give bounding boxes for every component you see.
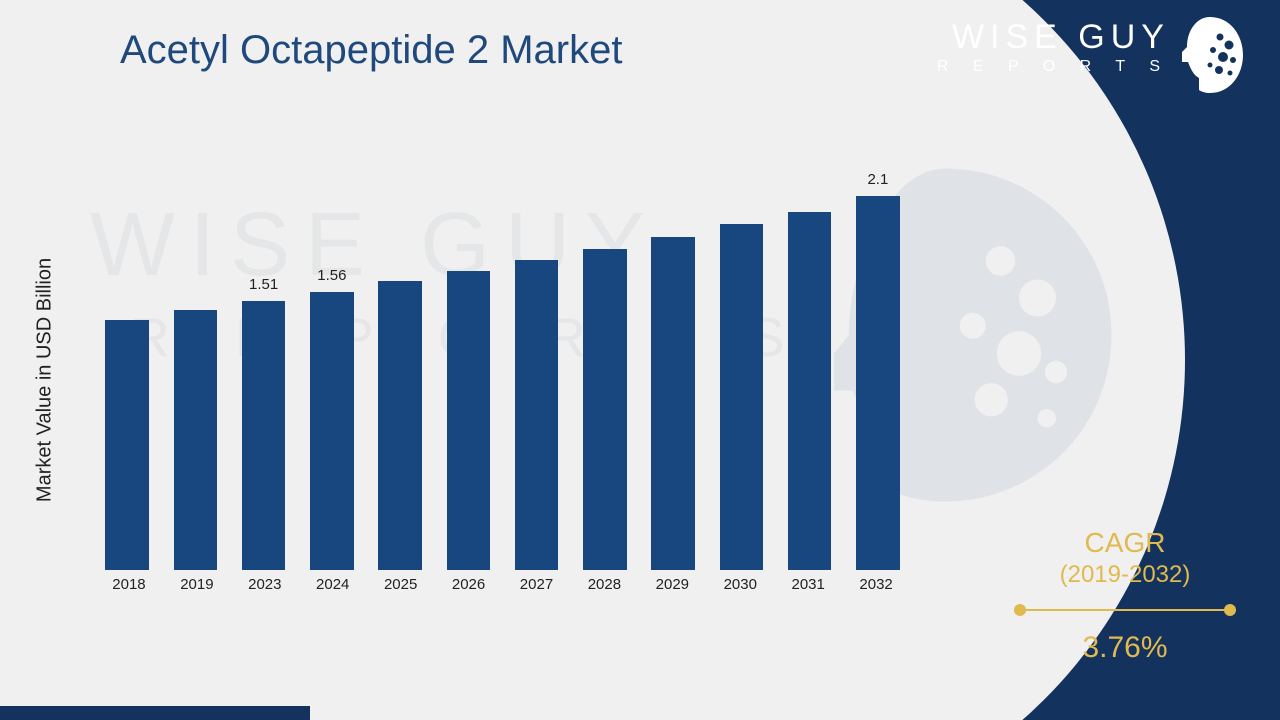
x-tick-label: 2018: [95, 570, 163, 600]
bar-value-label: 2.1: [846, 171, 910, 188]
chart-canvas: WISE GUY R E P O R T S Acetyl Octapeptid…: [0, 0, 1280, 720]
x-tick-label: 2023: [231, 570, 299, 600]
x-tick-label: 2031: [774, 570, 842, 600]
bar: [174, 310, 218, 570]
bar: [105, 320, 149, 570]
bar: [310, 292, 354, 570]
logo-head-icon: [1175, 15, 1245, 95]
bar-wrap: [163, 160, 227, 570]
x-tick-label: 2028: [570, 570, 638, 600]
bars-container: 1.511.56 2.1: [95, 160, 910, 570]
x-axis-labels: 2018201920232024202520262027202820292030…: [95, 570, 910, 600]
x-tick-label: 2026: [435, 570, 503, 600]
bar-value-label: 1.56: [300, 267, 364, 284]
bar-wrap: [709, 160, 773, 570]
bar-wrap: [95, 160, 159, 570]
brand-logo: WISE GUY R E P O R T S: [937, 20, 1245, 76]
bar: [378, 281, 422, 570]
bar-wrap: [641, 160, 705, 570]
bar-wrap: [505, 160, 569, 570]
x-tick-label: 2030: [706, 570, 774, 600]
bar-wrap: [573, 160, 637, 570]
bar: [856, 196, 900, 570]
x-tick-label: 2019: [163, 570, 231, 600]
bar-wrap: 2.1: [846, 160, 910, 570]
chart-area: Market Value in USD Billion 1.511.562.1 …: [80, 160, 910, 600]
cagr-label: CAGR: [1010, 527, 1240, 559]
plot-region: 1.511.56 2.1: [95, 160, 910, 570]
bar-wrap: [436, 160, 500, 570]
bar: [242, 301, 286, 570]
x-tick-label: 2029: [638, 570, 706, 600]
cagr-period: (2019-2032): [1010, 561, 1240, 589]
cagr-divider: [1020, 609, 1230, 611]
bar-value-label: 1.51: [232, 276, 296, 293]
cagr-value: 3.76%: [1010, 631, 1240, 665]
bar-wrap: [368, 160, 432, 570]
chart-title: Acetyl Octapeptide 2 Market: [120, 28, 622, 73]
bar: [651, 237, 695, 570]
x-tick-label: 2032: [842, 570, 910, 600]
x-tick-label: 2027: [503, 570, 571, 600]
x-tick-label: 2024: [299, 570, 367, 600]
bar-wrap: [778, 160, 842, 570]
bar: [720, 224, 764, 570]
y-axis-label: Market Value in USD Billion: [34, 258, 57, 502]
bar: [583, 249, 627, 570]
bottom-accent-bar: [0, 706, 310, 720]
bar: [515, 260, 559, 570]
bar-wrap: 1.51: [232, 160, 296, 570]
x-tick-label: 2025: [367, 570, 435, 600]
bar: [788, 212, 832, 570]
bar: [447, 271, 491, 570]
bar-wrap: 1.56: [300, 160, 364, 570]
cagr-box: CAGR (2019-2032) 3.76%: [1010, 527, 1240, 665]
